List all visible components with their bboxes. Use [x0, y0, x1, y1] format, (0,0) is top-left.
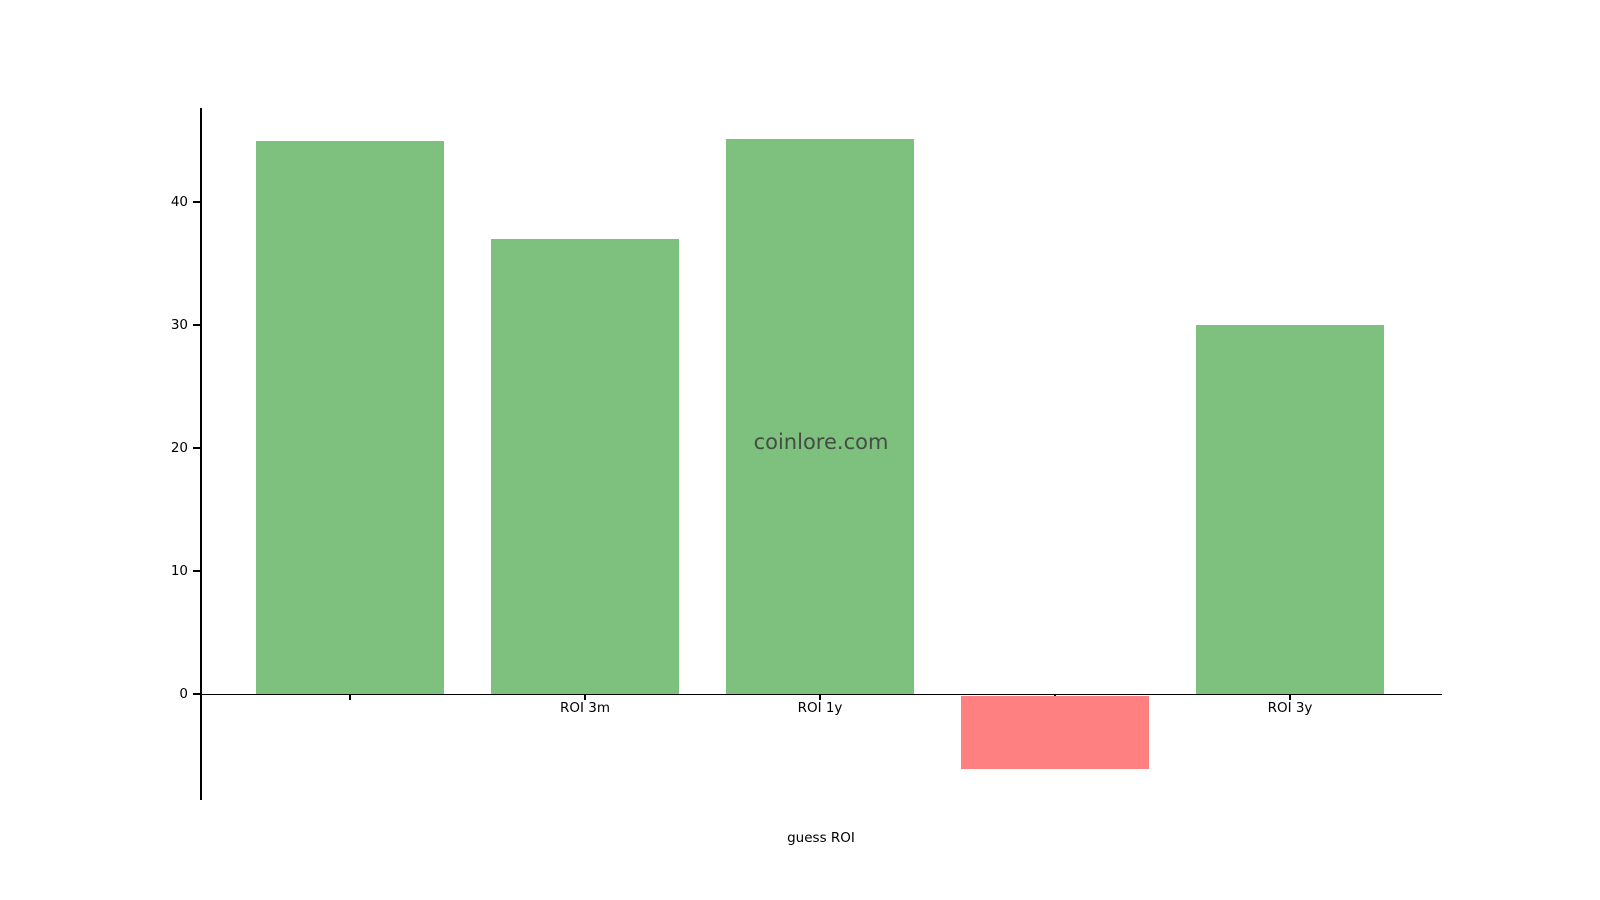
x-tick-mark-1	[584, 694, 586, 700]
y-tick-label-10: 10	[170, 563, 188, 579]
y-tick-mark-0	[193, 693, 200, 695]
x-axis-title: guess ROI	[787, 830, 855, 846]
x-tick-label-2: ROI 1y	[797, 700, 843, 716]
y-tick-mark-30	[193, 324, 200, 326]
bar-roi-1y	[726, 139, 914, 694]
x-axis-line	[200, 693, 1442, 695]
plot-area: 0 10 20 30 40 ROI 3m ROI 1y ROI 3y coinlore.co…	[171, 108, 1442, 800]
bar-category-1	[256, 140, 444, 694]
bar-roi-3y	[1196, 325, 1384, 694]
y-tick-mark-10	[193, 570, 200, 572]
watermark-text: coinlore.com	[753, 430, 889, 454]
y-tick-label-30: 30	[170, 317, 188, 333]
y-tick-label-20: 20	[170, 440, 188, 456]
y-tick-mark-40	[193, 201, 200, 203]
x-tick-mark-4	[1289, 694, 1291, 700]
x-tick-mark-2	[819, 694, 821, 700]
x-tick-label-4: ROI 3y	[1267, 700, 1313, 716]
y-tick-mark-20	[193, 447, 200, 449]
x-tick-label-1: ROI 3m	[559, 700, 611, 716]
bar-category-4	[961, 695, 1149, 770]
bar-roi-3m	[491, 238, 679, 694]
x-tick-mark-0	[349, 694, 351, 700]
y-axis-line	[200, 108, 202, 800]
y-tick-label-0: 0	[179, 686, 188, 702]
y-tick-label-40: 40	[170, 194, 188, 210]
